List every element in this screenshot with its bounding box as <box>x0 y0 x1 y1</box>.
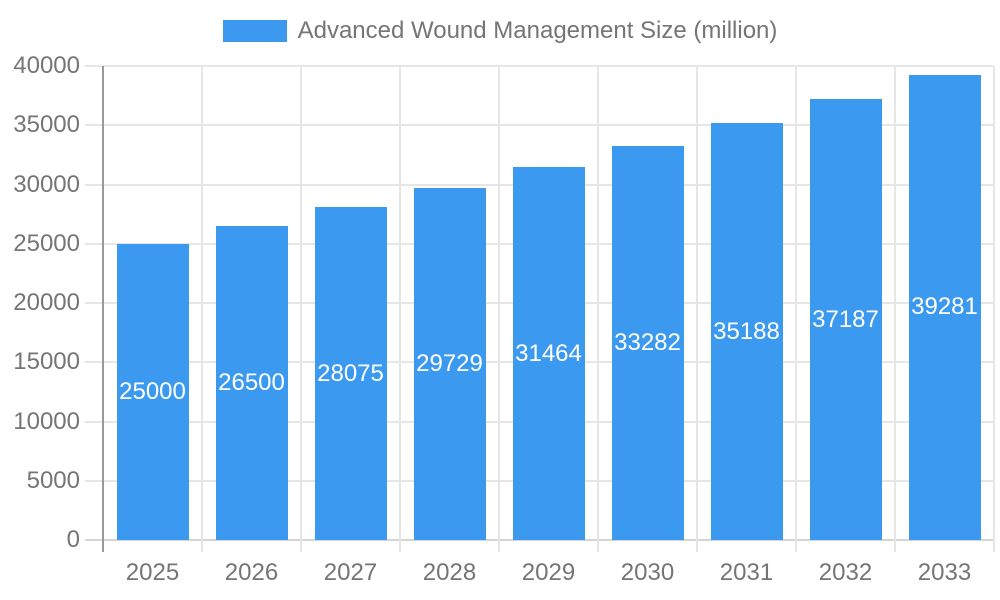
bar-value-label: 29729 <box>416 349 483 377</box>
gridline-vertical <box>597 66 599 552</box>
bar-value-label: 25000 <box>119 377 186 405</box>
bar-2026: 26500 <box>215 225 288 540</box>
y-tick-label: 20000 <box>13 289 80 316</box>
bar-2030: 33282 <box>611 145 684 540</box>
gridline-vertical <box>696 66 698 552</box>
y-tick-label: 35000 <box>13 111 80 139</box>
gridline-horizontal <box>85 539 994 541</box>
bar-2027: 28075 <box>314 207 387 540</box>
y-tick-label: 5000 <box>26 466 80 494</box>
bar-2029: 31464 <box>512 167 585 540</box>
y-tick-label: 30000 <box>13 170 80 198</box>
bar-value-label: 37187 <box>812 305 879 333</box>
bar-2025: 25000 <box>116 243 189 540</box>
x-tick-label: 2032 <box>818 559 873 586</box>
x-tick-label: 2031 <box>719 559 774 586</box>
gridline-vertical <box>201 66 203 552</box>
gridline-vertical <box>993 66 995 552</box>
gridline-horizontal <box>85 65 994 67</box>
y-tick-label: 15000 <box>13 348 80 376</box>
x-tick-label: 2029 <box>521 559 576 586</box>
gridline-vertical <box>498 66 500 552</box>
x-tick-label: 2030 <box>620 559 675 586</box>
x-tick-label: 2028 <box>422 559 477 586</box>
gridline-vertical <box>399 66 401 552</box>
bar-2031: 35188 <box>710 123 783 540</box>
x-tick-label: 2033 <box>917 559 972 586</box>
legend-label: Advanced Wound Management Size (million) <box>297 17 778 44</box>
bar-value-label: 31464 <box>515 339 582 367</box>
gridline-vertical <box>300 66 302 552</box>
bar-value-label: 35188 <box>713 317 780 345</box>
y-axis-line <box>102 66 104 552</box>
bar-value-label: 39281 <box>911 293 978 321</box>
bar-value-label: 28075 <box>317 359 384 387</box>
gridline-vertical <box>894 66 896 552</box>
bar-2032: 37187 <box>809 99 882 540</box>
legend-item[interactable]: Advanced Wound Management Size (million) <box>0 16 1000 46</box>
x-tick-label: 2026 <box>224 559 279 586</box>
bar-2028: 29729 <box>413 187 486 540</box>
bar-value-label: 26500 <box>218 368 285 396</box>
gridline-vertical <box>795 66 797 552</box>
legend-swatch <box>222 20 287 42</box>
y-tick-label: 40000 <box>13 52 80 79</box>
bar-value-label: 33282 <box>614 328 681 356</box>
x-tick-label: 2025 <box>125 559 180 586</box>
gridline-horizontal <box>85 124 994 127</box>
bar-2033: 39281 <box>908 74 981 540</box>
y-tick-label: 25000 <box>13 229 80 257</box>
y-tick-label: 0 <box>66 526 80 553</box>
y-tick-label: 10000 <box>13 407 80 435</box>
x-tick-label: 2027 <box>323 559 378 586</box>
